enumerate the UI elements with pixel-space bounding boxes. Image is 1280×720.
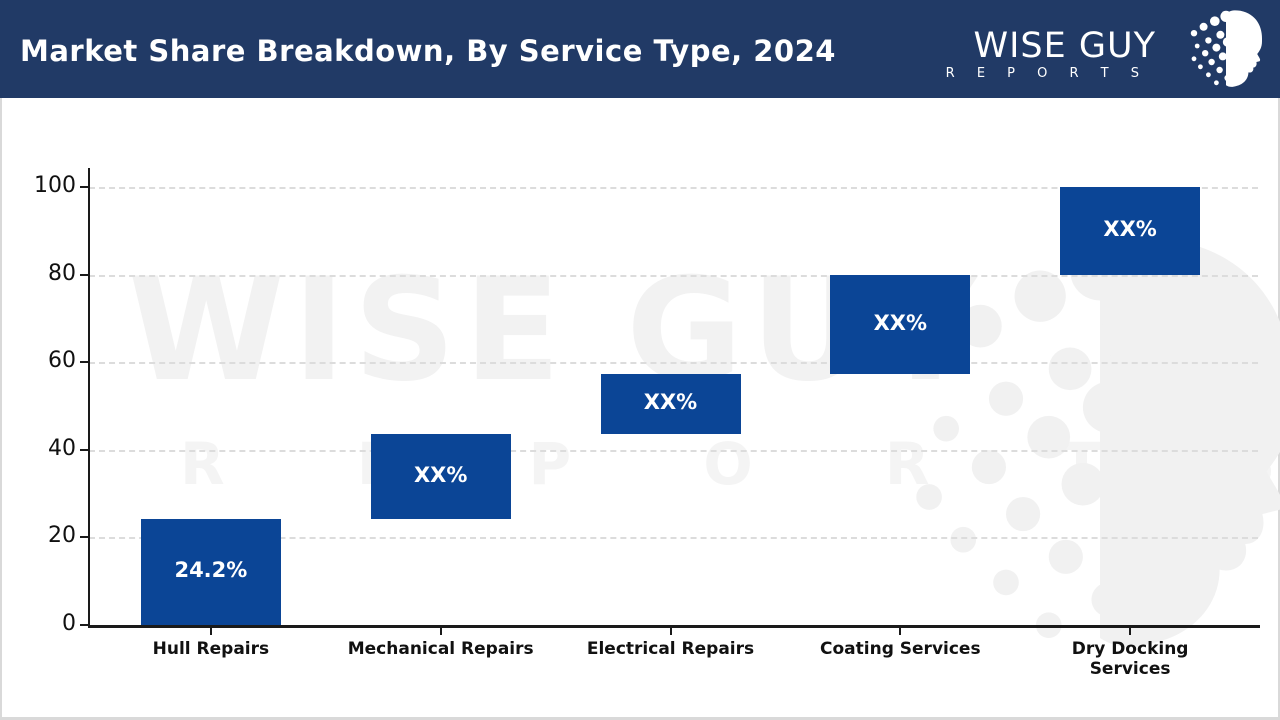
y-gridline xyxy=(89,187,1258,189)
bar-value-label: XX% xyxy=(1103,216,1157,241)
bar-value-label: XX% xyxy=(873,310,928,335)
x-axis-tick-mark xyxy=(1129,627,1132,635)
y-axis-tick-label: 100 xyxy=(34,173,76,198)
brand-logo-subtitle: R E P O R T S xyxy=(945,66,1148,81)
x-axis-tick-mark xyxy=(209,627,212,635)
x-axis-tick-mark xyxy=(669,627,672,635)
waterfall-bar xyxy=(370,434,511,519)
x-axis-tick-mark xyxy=(439,627,442,635)
bar-value-label: XX% xyxy=(643,390,698,415)
category-label: Coating Services xyxy=(820,639,981,659)
chart-title: Market Share Breakdown, By Service Type,… xyxy=(20,34,836,68)
y-axis-tick-label: 20 xyxy=(48,523,76,549)
y-axis-line xyxy=(88,168,90,627)
x-axis-line xyxy=(88,625,1260,628)
category-label: Dry Docking Services xyxy=(1071,639,1189,680)
y-axis-tick-label: 80 xyxy=(48,260,76,286)
waterfall-bar xyxy=(600,374,741,435)
brand-face-icon xyxy=(1190,10,1263,87)
bar-value-label: 24.2% xyxy=(174,558,248,582)
header-banner: Market Share Breakdown, By Service Type,… xyxy=(0,0,1280,98)
y-gridline xyxy=(89,449,1258,452)
y-gridline xyxy=(89,362,1258,365)
waterfall-bar xyxy=(1060,187,1201,275)
brand-logo: WISE GUY R E P O R T S xyxy=(946,0,1266,98)
category-label: Mechanical Repairs xyxy=(347,639,534,659)
bar-value-label: XX% xyxy=(413,462,468,487)
x-axis-tick-mark xyxy=(899,627,902,635)
y-axis-tick-mark xyxy=(80,186,88,188)
brand-logo-name: WISE GUY xyxy=(973,26,1156,66)
y-gridline xyxy=(89,274,1258,277)
y-axis-tick-mark xyxy=(80,448,88,451)
category-label: Hull Repairs xyxy=(152,639,270,659)
y-axis-tick-label: 0 xyxy=(62,611,76,636)
y-axis-tick-mark xyxy=(80,624,88,626)
category-label: Electrical Repairs xyxy=(586,639,755,659)
waterfall-bar xyxy=(830,274,971,375)
y-axis-tick-mark xyxy=(80,273,88,276)
y-gridline xyxy=(89,537,1258,540)
y-axis-tick-label: 60 xyxy=(48,348,76,374)
waterfall-bar xyxy=(140,519,281,625)
y-axis-tick-label: 40 xyxy=(48,435,76,461)
y-axis-tick-mark xyxy=(80,536,88,539)
y-axis-tick-mark xyxy=(80,361,88,364)
